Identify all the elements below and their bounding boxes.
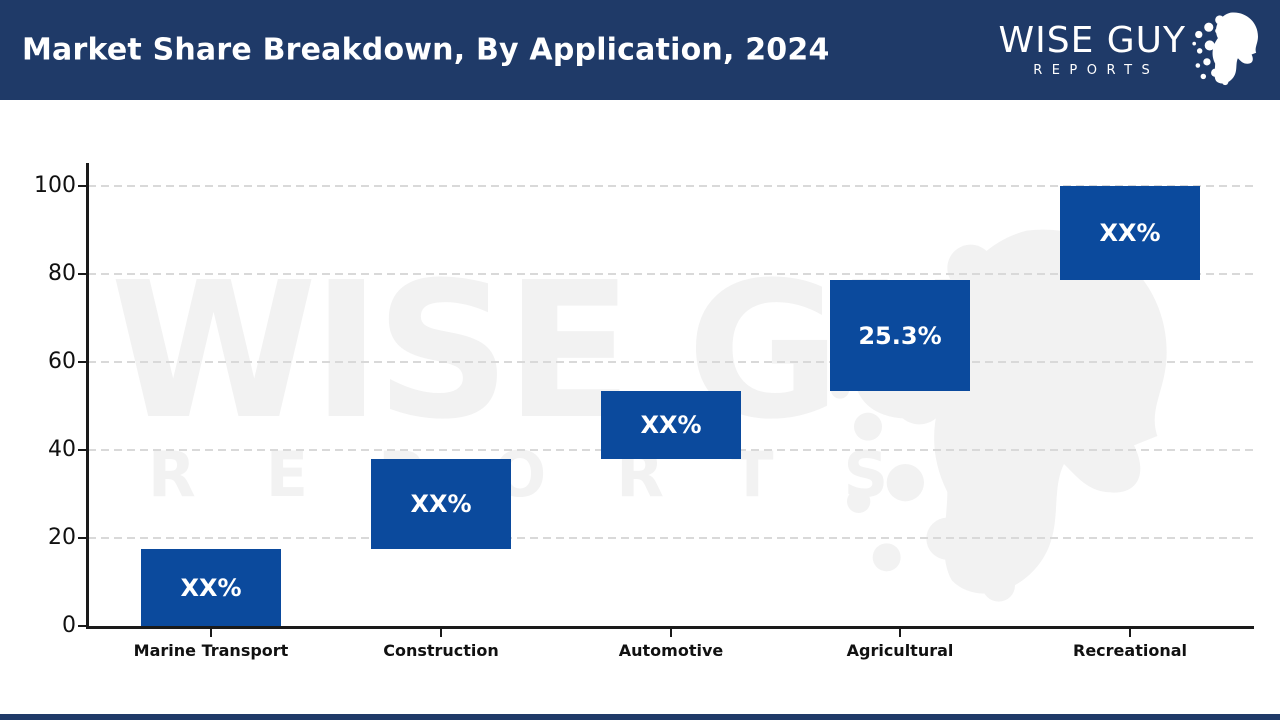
bar-value-label: XX% bbox=[180, 573, 242, 602]
y-tick-mark bbox=[78, 185, 86, 187]
bar-value-label: 25.3% bbox=[858, 321, 942, 350]
category-label: Construction bbox=[383, 641, 499, 660]
gridline bbox=[88, 185, 1254, 187]
logo-name: WISE GUY bbox=[998, 20, 1186, 62]
page-title: Market Share Breakdown, By Application, … bbox=[22, 32, 830, 68]
category-label: Recreational bbox=[1073, 641, 1187, 660]
x-tick-mark bbox=[670, 629, 672, 637]
bar: XX% bbox=[1060, 186, 1200, 281]
gridline bbox=[88, 361, 1254, 363]
bar: XX% bbox=[141, 549, 281, 626]
category-label: Marine Transport bbox=[133, 641, 289, 660]
x-axis-spine bbox=[86, 626, 1254, 629]
bar-value-label: XX% bbox=[640, 411, 702, 440]
y-tick-label: 0 bbox=[62, 613, 76, 638]
category-label: Automotive bbox=[618, 641, 724, 660]
logo-sub: REPORTS bbox=[1033, 62, 1160, 78]
category-label: Agricultural bbox=[846, 641, 954, 660]
y-tick-label: 80 bbox=[48, 261, 76, 286]
bar: XX% bbox=[371, 458, 511, 549]
bar-value-label: XX% bbox=[410, 489, 472, 518]
watermark-sub-text: REPORTS bbox=[148, 438, 959, 511]
wiseguy-logo: WISE GUY REPORTS bbox=[999, 8, 1265, 92]
gridline bbox=[88, 273, 1254, 275]
y-tick-mark bbox=[78, 361, 86, 363]
y-tick-mark bbox=[78, 449, 86, 451]
x-tick-mark bbox=[210, 629, 212, 637]
wiseguy-face-icon bbox=[1192, 12, 1258, 86]
chart-area: 0 20 40 60 80 100 XX% Marine Transport XX% Constr… bbox=[0, 100, 1280, 714]
gridline bbox=[88, 537, 1254, 539]
y-tick-label: 60 bbox=[48, 349, 76, 374]
y-tick-label: 40 bbox=[48, 437, 76, 462]
footer-bar bbox=[0, 714, 1280, 720]
x-tick-mark bbox=[899, 629, 901, 637]
bar-value-label: XX% bbox=[1099, 219, 1161, 248]
y-tick-label: 100 bbox=[34, 173, 76, 198]
y-axis-spine bbox=[86, 163, 89, 629]
bar: XX% bbox=[601, 391, 741, 459]
y-tick-mark bbox=[78, 537, 86, 539]
x-tick-mark bbox=[440, 629, 442, 637]
logo-text: WISE GUY REPORTS bbox=[999, 22, 1187, 78]
header-bar: Market Share Breakdown, By Application, … bbox=[0, 0, 1280, 100]
y-tick-label: 20 bbox=[48, 525, 76, 550]
y-tick-mark bbox=[78, 625, 86, 627]
x-tick-mark bbox=[1129, 629, 1131, 637]
y-tick-mark bbox=[78, 273, 86, 275]
bar: 25.3% bbox=[830, 280, 970, 392]
